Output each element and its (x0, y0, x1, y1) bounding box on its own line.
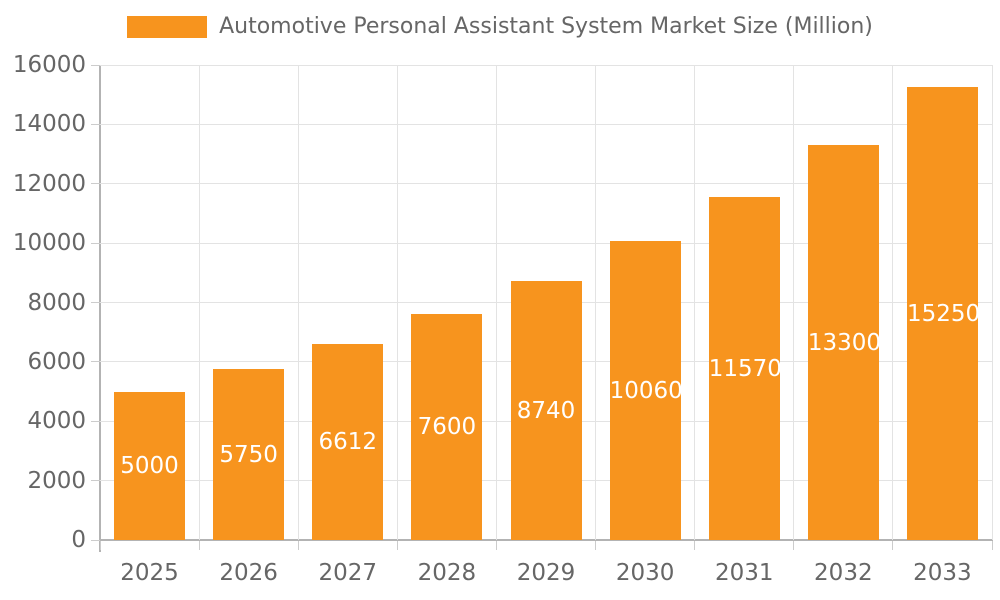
x-axis-label: 2029 (516, 560, 576, 586)
bar-value-label: 5000 (120, 453, 179, 479)
y-tick-mark (91, 539, 100, 541)
bar-2028[interactable] (411, 314, 483, 540)
x-tick-mark (198, 541, 200, 550)
y-tick-mark (91, 361, 100, 363)
y-tick-mark (91, 480, 100, 482)
legend: Automotive Personal Assistant System Mar… (0, 12, 1000, 42)
x-gridline (495, 65, 497, 540)
x-gridline (297, 65, 299, 540)
y-tick-mark (91, 123, 100, 125)
x-tick-mark (297, 541, 299, 550)
legend-item[interactable]: Automotive Personal Assistant System Mar… (127, 12, 873, 42)
bar-value-label: 13300 (807, 329, 881, 356)
x-axis-label: 2033 (913, 560, 972, 586)
x-tick-mark (396, 541, 398, 550)
y-axis-label: 4000 (27, 408, 86, 435)
y-gridline (100, 183, 992, 185)
bar-value-label: 6612 (318, 429, 378, 455)
x-gridline (694, 65, 696, 540)
bar-value-label: 15250 (906, 300, 981, 327)
x-tick-mark (892, 541, 894, 550)
y-axis-label: 8000 (27, 289, 86, 316)
y-tick-mark (91, 183, 100, 185)
y-axis-label: 10000 (12, 230, 86, 257)
y-axis-label: 2000 (27, 467, 86, 494)
x-gridline (595, 65, 597, 540)
bar-2033[interactable] (906, 87, 978, 540)
y-axis-line (99, 65, 101, 552)
bar-2031[interactable] (708, 197, 780, 540)
x-axis-label: 2032 (814, 560, 873, 586)
x-tick-mark (793, 541, 795, 550)
y-tick-mark (91, 420, 100, 422)
bar-2026[interactable] (213, 369, 285, 540)
x-axis-line (99, 539, 993, 541)
bar-value-label: 10060 (609, 377, 683, 404)
x-axis-label: 2026 (219, 560, 278, 586)
bar-2029[interactable] (510, 281, 582, 540)
legend-swatch (127, 16, 208, 38)
bar-value-label: 7600 (417, 414, 477, 440)
y-tick-mark (91, 302, 100, 303)
bar-value-label: 8740 (516, 397, 576, 424)
x-tick-mark (991, 541, 993, 550)
bar-2025[interactable] (114, 392, 186, 540)
x-gridline (892, 65, 894, 540)
x-gridline (396, 65, 398, 540)
y-gridline (100, 242, 992, 244)
bar-value-label: 5750 (219, 441, 278, 468)
x-gridline (198, 65, 200, 540)
x-axis-label: 2028 (417, 560, 477, 586)
y-tick-mark (91, 242, 100, 244)
y-gridline (100, 123, 992, 125)
x-axis-label: 2025 (120, 560, 179, 586)
x-axis-label: 2031 (714, 560, 774, 586)
x-axis-label: 2027 (318, 560, 378, 586)
x-tick-mark (595, 541, 597, 550)
y-gridline (100, 64, 992, 66)
legend-label: Automotive Personal Assistant System Mar… (219, 14, 873, 39)
y-axis-label: 0 (71, 527, 86, 553)
bar-2030[interactable] (609, 241, 681, 540)
y-tick-mark (91, 64, 100, 66)
x-tick-mark (495, 541, 497, 550)
bar-2027[interactable] (312, 344, 384, 540)
x-tick-mark (99, 541, 101, 550)
y-axis-label: 12000 (12, 170, 86, 197)
x-tick-mark (694, 541, 696, 550)
bar-2032[interactable] (807, 145, 879, 540)
y-axis-label: 16000 (12, 52, 86, 78)
x-axis-label: 2030 (615, 560, 675, 586)
y-axis-label: 14000 (12, 111, 86, 138)
bar-value-label: 11570 (708, 355, 782, 382)
x-gridline (991, 65, 993, 540)
y-axis-label: 6000 (27, 348, 86, 375)
x-gridline (793, 65, 795, 540)
